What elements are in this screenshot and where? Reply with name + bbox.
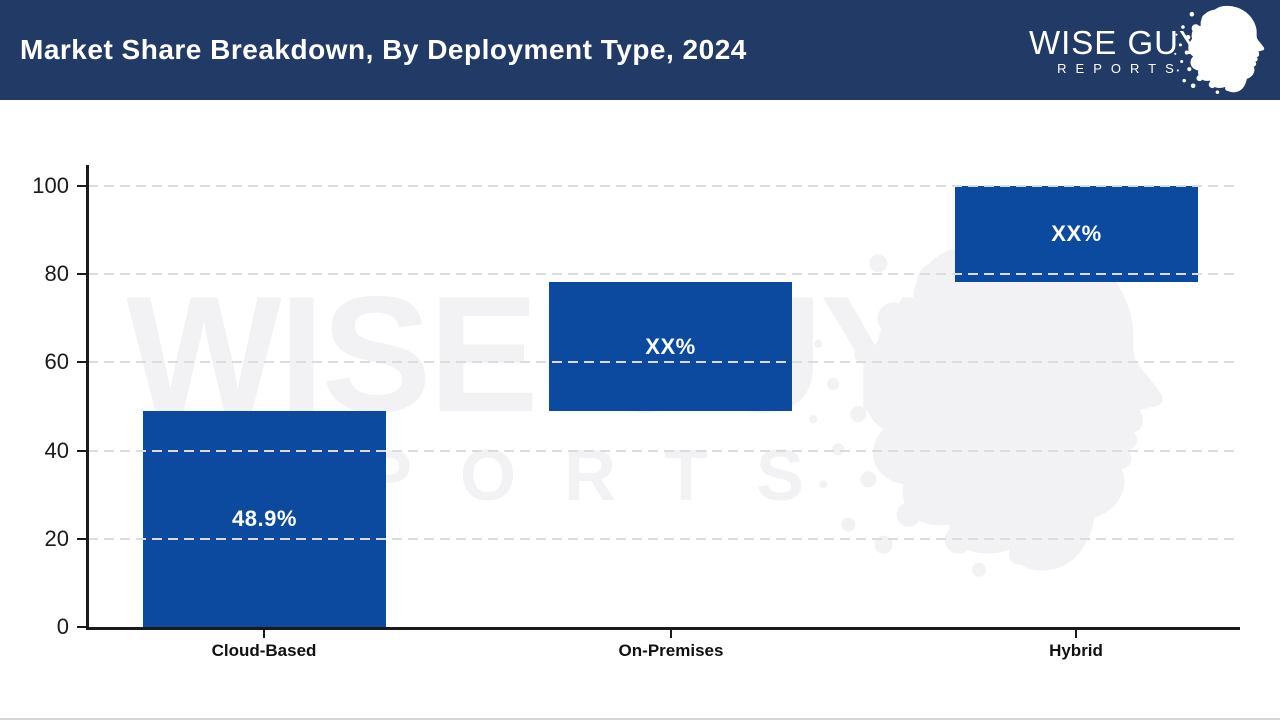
- y-tick-label: 20: [44, 525, 69, 551]
- gridline-60: [88, 361, 1240, 364]
- category-label-cloud-based: Cloud-Based: [211, 641, 317, 660]
- y-tick-mark: [77, 361, 86, 364]
- category-label-on-premises: On-Premises: [618, 641, 724, 660]
- y-tick-mark: [77, 626, 86, 628]
- y-axis-line: [86, 165, 89, 630]
- bar-value-label: XX%: [1051, 221, 1102, 247]
- y-tick-0: 0: [17, 616, 86, 638]
- bar-hybrid: XX%: [955, 186, 1198, 283]
- bar-value-label: 48.9%: [232, 506, 297, 532]
- header-bar: Market Share Breakdown, By Deployment Ty…: [0, 0, 1280, 100]
- logo-text: WISE GUY REPORTS: [1029, 26, 1202, 75]
- logo-subtitle: REPORTS: [1057, 60, 1183, 76]
- plot-area: 48.9% XX% XX% 0 20 40 60 80 100: [32, 175, 1240, 638]
- y-tick-label: 100: [32, 173, 69, 198]
- x-tick-on-premises: [670, 630, 672, 638]
- y-tick-60: 60: [17, 351, 86, 373]
- y-tick-mark: [77, 273, 86, 276]
- y-tick-20: 20: [17, 525, 86, 551]
- y-tick-mark: [77, 185, 86, 187]
- wise-guy-reports-logo: WISE GUY REPORTS: [1029, 0, 1272, 100]
- bar-on-premises: XX%: [549, 282, 792, 412]
- page-title: Market Share Breakdown, By Deployment Ty…: [20, 34, 747, 65]
- gridline-80: [88, 273, 1240, 276]
- category-label-hybrid: Hybrid: [1049, 641, 1103, 660]
- gridline-20: [88, 537, 1240, 540]
- x-axis-line: [86, 627, 1240, 630]
- y-tick-mark: [77, 537, 86, 540]
- gridline-40: [88, 449, 1240, 452]
- x-tick-hybrid: [1075, 630, 1077, 638]
- x-tick-cloud-based: [263, 630, 265, 638]
- y-tick-40: 40: [17, 437, 86, 463]
- y-tick-label: 0: [56, 614, 69, 639]
- y-tick-80: 80: [17, 263, 86, 285]
- y-tick-label: 40: [44, 437, 69, 463]
- bar-cloud-based: 48.9%: [143, 411, 386, 627]
- y-tick-label: 80: [44, 261, 69, 287]
- logo-wordmark: WISE GUY: [1028, 23, 1202, 61]
- bottom-divider: [0, 718, 1280, 720]
- y-tick-100: 100: [17, 175, 86, 197]
- gridline-100: [88, 185, 1240, 187]
- y-tick-mark: [77, 449, 86, 452]
- bar-value-label: XX%: [645, 333, 696, 359]
- y-tick-label: 60: [44, 349, 69, 375]
- watermark-wordmark: WISE GUY: [126, 262, 930, 446]
